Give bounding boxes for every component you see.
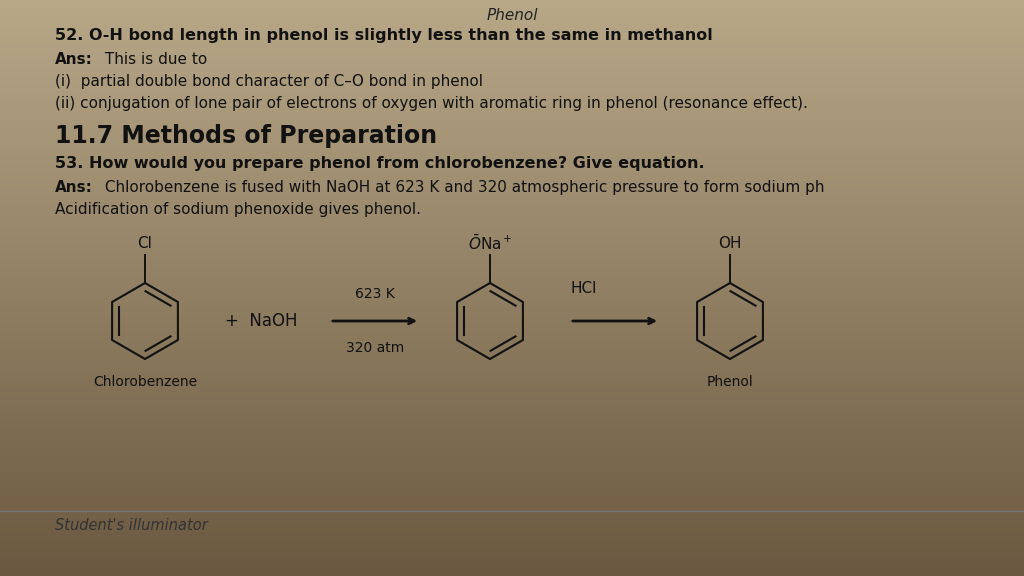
Text: This is due to: This is due to xyxy=(100,52,207,67)
Text: +  NaOH: + NaOH xyxy=(225,312,298,330)
Text: Ans:: Ans: xyxy=(55,180,93,195)
Text: Cl: Cl xyxy=(137,236,153,251)
Text: (ii) conjugation of lone pair of electrons of oxygen with aromatic ring in pheno: (ii) conjugation of lone pair of electro… xyxy=(55,96,808,111)
Text: Phenol: Phenol xyxy=(486,8,538,23)
Text: 52. O-H bond length in phenol is slightly less than the same in methanol: 52. O-H bond length in phenol is slightl… xyxy=(55,28,713,43)
Text: 11.7 Methods of Preparation: 11.7 Methods of Preparation xyxy=(55,124,437,148)
Text: HCl: HCl xyxy=(570,281,596,296)
Text: 623 K: 623 K xyxy=(355,287,395,301)
Text: 53. How would you prepare phenol from chlorobenzene? Give equation.: 53. How would you prepare phenol from ch… xyxy=(55,156,705,171)
Text: Ans:: Ans: xyxy=(55,52,93,67)
Text: Chlorobenzene: Chlorobenzene xyxy=(93,375,197,389)
Text: 320 atm: 320 atm xyxy=(346,341,404,355)
Text: Student's illuminator: Student's illuminator xyxy=(55,518,208,533)
Text: Phenol: Phenol xyxy=(707,375,754,389)
Text: (i)  partial double bond character of C–O bond in phenol: (i) partial double bond character of C–O… xyxy=(55,74,483,89)
Text: $\bar{O}$Na$^+$: $\bar{O}$Na$^+$ xyxy=(468,234,512,253)
Text: Acidification of sodium phenoxide gives phenol.: Acidification of sodium phenoxide gives … xyxy=(55,202,421,217)
Text: OH: OH xyxy=(718,236,741,251)
Text: Chlorobenzene is fused with NaOH at 623 K and 320 atmospheric pressure to form s: Chlorobenzene is fused with NaOH at 623 … xyxy=(100,180,824,195)
